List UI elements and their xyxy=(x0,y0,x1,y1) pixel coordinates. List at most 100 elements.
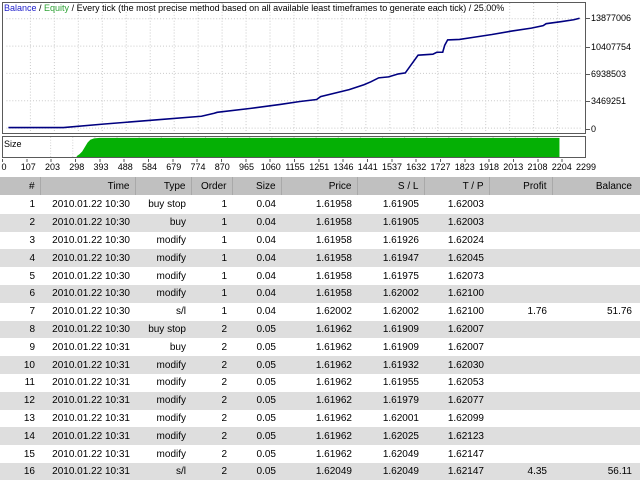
table-row[interactable]: 1 2010.01.22 10:30 buy stop 1 0.04 1.61958 1.6… xyxy=(0,196,640,214)
legend-equity-label: Equity xyxy=(44,3,70,13)
table-row[interactable]: 12 2010.01.22 10:31 modify 2 0.05 1.61962 1.61… xyxy=(0,391,640,410)
cell xyxy=(489,410,552,428)
cell: 1.61962 xyxy=(315,323,352,335)
x-axis-label: 965 xyxy=(238,162,255,172)
column-header-tp: T / P xyxy=(424,177,490,196)
y-axis-tick xyxy=(586,129,590,130)
cell: 1 xyxy=(221,217,227,229)
cell: 2 xyxy=(221,430,227,442)
cell: 1.62003 xyxy=(447,217,484,229)
table-row[interactable]: 16 2010.01.22 10:31 s/l 2 0.05 1.62049 1.62049… xyxy=(0,462,640,480)
cell: 0.05 xyxy=(256,377,276,389)
column-header-profit: Profit xyxy=(489,177,553,196)
cell: 1.61962 xyxy=(315,377,352,389)
cell: 0.04 xyxy=(256,234,276,246)
column-header-time: Time xyxy=(40,177,136,196)
cell: 0.04 xyxy=(256,270,276,282)
cell: 1 xyxy=(221,288,227,300)
table-row[interactable]: 5 2010.01.22 10:30 modify 1 0.04 1.61958 1.619… xyxy=(0,267,640,285)
cell: 1 xyxy=(29,199,35,211)
cell: 2010.01.22 10:31 xyxy=(52,412,130,424)
cell: 1.62077 xyxy=(447,395,484,407)
cell: 1.62049 xyxy=(382,448,419,460)
cell: 14 xyxy=(23,430,35,442)
cell: 1.62002 xyxy=(315,306,352,318)
cell: 1.61979 xyxy=(382,395,419,407)
table-row[interactable]: 10 2010.01.22 10:31 modify 2 0.05 1.61962 1.61… xyxy=(0,356,640,374)
cell: 1.62045 xyxy=(447,252,484,264)
column-header-type: Type xyxy=(135,177,192,196)
balance-line xyxy=(8,17,580,129)
cell xyxy=(552,267,640,285)
cell: 1.61947 xyxy=(382,252,419,264)
table-row[interactable]: 8 2010.01.22 10:30 buy stop 2 0.05 1.61962 1.6… xyxy=(0,320,640,339)
x-axis-label: 2204 xyxy=(551,162,572,172)
column-header-size: Size xyxy=(232,177,282,196)
table-row[interactable]: 14 2010.01.22 10:31 modify 2 0.05 1.61962 1.62… xyxy=(0,427,640,446)
cell: buy xyxy=(169,217,186,229)
table-row[interactable]: 11 2010.01.22 10:31 modify 2 0.05 1.61962 1.61… xyxy=(0,374,640,392)
cell: 2 xyxy=(221,412,227,424)
y-axis-label: 13877006 xyxy=(591,13,632,23)
cell: 2 xyxy=(221,323,227,335)
cell xyxy=(489,249,552,267)
x-axis-label: 203 xyxy=(44,162,61,172)
x-axis-label: 870 xyxy=(214,162,230,172)
table-row[interactable]: 13 2010.01.22 10:31 modify 2 0.05 1.61962 1.62… xyxy=(0,410,640,428)
cell xyxy=(489,285,552,303)
x-axis-label: 1251 xyxy=(309,162,330,172)
cell: 1 xyxy=(221,234,227,246)
cell xyxy=(489,267,552,285)
cell xyxy=(552,338,640,356)
cell: 1.62100 xyxy=(447,288,484,300)
cell xyxy=(489,338,552,356)
cell: 0.05 xyxy=(256,412,276,424)
cell: 5 xyxy=(29,270,35,282)
cell: modify xyxy=(156,430,186,442)
cell: 1.62123 xyxy=(447,430,484,442)
table-row[interactable]: 4 2010.01.22 10:30 modify 1 0.04 1.61958 1.619… xyxy=(0,249,640,268)
table-row[interactable]: 6 2010.01.22 10:30 modify 1 0.04 1.61958 1.620… xyxy=(0,284,640,303)
cell: 1.62003 xyxy=(447,199,484,211)
cell: 0.05 xyxy=(256,359,276,371)
table-row[interactable]: 2 2010.01.22 10:30 buy 1 0.04 1.61958 1.61905 1… xyxy=(0,213,640,232)
cell: 2010.01.22 10:30 xyxy=(52,252,130,264)
cell: 1.62100 xyxy=(447,306,484,318)
chart-legend: Balance / Equity / Every tick (the most … xyxy=(4,3,504,14)
cell: 1.61962 xyxy=(315,430,352,442)
table-row[interactable]: 9 2010.01.22 10:31 buy 2 0.05 1.61962 1.61909 1… xyxy=(0,338,640,356)
y-axis-label: 0 xyxy=(591,124,597,134)
x-axis-label: 774 xyxy=(190,162,206,172)
cell: 1.62147 xyxy=(447,448,484,460)
cell: 1.61958 xyxy=(315,199,352,211)
cell xyxy=(552,321,640,339)
cell: 1.61958 xyxy=(315,217,352,229)
cell xyxy=(552,196,640,214)
x-axis-label: 1441 xyxy=(357,162,378,172)
cell: 1.62030 xyxy=(447,359,484,371)
table-row[interactable]: 15 2010.01.22 10:31 modify 2 0.05 1.61962 1.62… xyxy=(0,445,640,463)
cell: s/l xyxy=(176,466,186,478)
cell xyxy=(552,374,640,392)
cell: 2 xyxy=(221,395,227,407)
cell: 0.04 xyxy=(256,252,276,264)
cell xyxy=(552,427,640,445)
cell: 1.76 xyxy=(527,306,547,318)
cell: 10 xyxy=(23,359,35,371)
cell: modify xyxy=(156,288,186,300)
table-row[interactable]: 3 2010.01.22 10:30 modify 1 0.04 1.61958 1.619… xyxy=(0,232,640,250)
cell: 2010.01.22 10:31 xyxy=(52,395,130,407)
cell xyxy=(489,374,552,392)
x-axis-label: 584 xyxy=(141,162,158,172)
column-header-sl: S / L xyxy=(357,177,425,196)
cell: 1.61958 xyxy=(315,234,352,246)
balance-equity-chart[interactable] xyxy=(2,2,586,134)
x-axis-label: 393 xyxy=(93,162,109,172)
cell: modify xyxy=(156,395,186,407)
lot-size-panel[interactable] xyxy=(2,136,586,158)
cell: 1.62002 xyxy=(382,288,419,300)
cell: 2010.01.22 10:30 xyxy=(52,199,130,211)
table-row[interactable]: 7 2010.01.22 10:30 s/l 1 0.04 1.62002 1.62002 1… xyxy=(0,303,640,321)
x-axis-label: 1155 xyxy=(285,162,305,172)
cell: 1.61926 xyxy=(382,234,419,246)
